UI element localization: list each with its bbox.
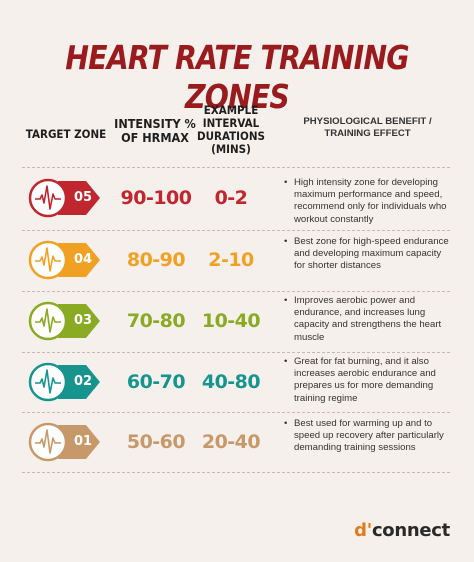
- benefit-text: • High intensity zone for developing maxi…: [284, 177, 454, 226]
- duration-value: 0-2: [214, 187, 248, 209]
- duration-value: 40-80: [201, 371, 261, 393]
- intensity-value: 60-70: [126, 371, 186, 393]
- divider: [22, 352, 450, 353]
- heartbeat-icon: [28, 422, 100, 462]
- heartbeat-icon: [28, 301, 100, 341]
- zone-row: 04 80-90 2-10: [0, 232, 474, 291]
- duration-value: 20-40: [201, 431, 261, 453]
- zone-number: 01: [73, 434, 93, 449]
- benefit-description: Great for fat burning, and it also incre…: [294, 356, 436, 404]
- heartbeat-icon: [28, 362, 100, 402]
- header-durations: EXAMPLE INTERVAL DURATIONS (MINS): [197, 103, 265, 156]
- bullet: •: [284, 295, 288, 306]
- benefit-text: • Great for fat burning, and it also incr…: [284, 356, 454, 405]
- divider: [22, 412, 450, 413]
- header-benefit: PHYSIOLOGICAL BENEFIT / TRAINING EFFECT: [303, 116, 432, 140]
- logo-prefix: d': [354, 520, 372, 541]
- divider: [22, 167, 450, 168]
- heartbeat-icon: [28, 178, 100, 218]
- intensity-value: 80-90: [126, 249, 186, 271]
- bullet: •: [284, 418, 288, 429]
- bullet: •: [284, 356, 288, 367]
- zone-row: 02 60-70 40-80: [0, 354, 474, 413]
- zone-number: 02: [73, 374, 93, 389]
- bullet: •: [284, 177, 288, 188]
- benefit-description: Improves aerobic power and endurance, an…: [294, 295, 442, 343]
- header-target-zone: TARGET ZONE: [25, 127, 107, 141]
- zone-badge: 02: [28, 361, 102, 403]
- benefit-text: • Best used for warming up and to speed u…: [284, 418, 454, 455]
- zone-badge: 05: [28, 177, 102, 219]
- duration-value: 10-40: [201, 310, 261, 332]
- zone-number: 03: [73, 313, 93, 328]
- intensity-value: 90-100: [120, 187, 193, 209]
- benefit-description: Best used for warming up and to speed up…: [294, 418, 444, 454]
- header-intensity: INTENSITY % OF HRmax: [114, 116, 196, 145]
- benefit-description: Best zone for high-speed endurance and d…: [294, 236, 449, 272]
- bullet: •: [284, 236, 288, 247]
- intensity-value: 50-60: [126, 431, 186, 453]
- zone-row: 05 90-100 0-2: [0, 170, 474, 229]
- zone-number: 04: [73, 252, 93, 267]
- benefit-description: High intensity zone for developing maxim…: [294, 177, 447, 225]
- zone-badge: 01: [28, 421, 102, 463]
- intensity-value: 70-80: [126, 310, 186, 332]
- benefit-text: • Best zone for high-speed endurance and …: [284, 236, 454, 273]
- zone-row: 03 70-80 10-40: [0, 293, 474, 352]
- divider: [22, 230, 450, 231]
- logo-name: connect: [371, 520, 450, 541]
- zone-badge: 03: [28, 300, 102, 342]
- page-title: HEART RATE TRAINING ZONES: [65, 38, 409, 116]
- benefit-text: • Improves aerobic power and endurance, a…: [284, 295, 454, 344]
- zone-number: 05: [73, 190, 93, 205]
- divider: [22, 291, 450, 292]
- zone-row: 01 50-60 20-40: [0, 414, 474, 473]
- logo: d'connect: [354, 520, 450, 541]
- heartbeat-icon: [28, 240, 100, 280]
- divider: [22, 472, 450, 473]
- duration-value: 2-10: [208, 249, 254, 271]
- zone-badge: 04: [28, 239, 102, 281]
